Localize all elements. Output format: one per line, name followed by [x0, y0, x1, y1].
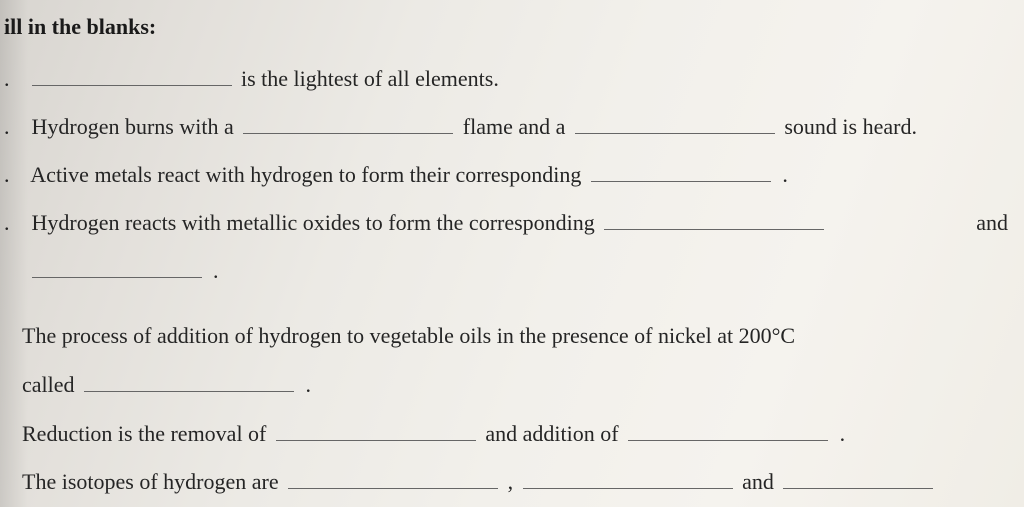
bullet: .: [4, 158, 26, 192]
question-7: The isotopes of hydrogen are , and: [0, 465, 1006, 499]
question-6: Reduction is the removal of and addition…: [0, 417, 1006, 451]
text: and addition of: [485, 421, 618, 446]
blank[interactable]: [243, 113, 453, 134]
question-4-cont: .: [0, 254, 1006, 288]
bullet: .: [4, 110, 26, 144]
period: .: [840, 421, 846, 446]
text: The process of addition of hydrogen to v…: [22, 323, 795, 348]
text: The isotopes of hydrogen are: [22, 469, 279, 494]
question-3: . Active metals react with hydrogen to f…: [0, 158, 1006, 192]
blank[interactable]: [604, 209, 824, 230]
text: flame and a: [463, 114, 566, 139]
question-4: . Hydrogen reacts with metallic oxides t…: [0, 206, 1006, 240]
blank[interactable]: [591, 161, 771, 182]
blank[interactable]: [32, 257, 202, 278]
text: is the lightest of all elements.: [241, 66, 499, 91]
bullet: .: [4, 62, 26, 96]
blank[interactable]: [783, 468, 933, 489]
question-5: The process of addition of hydrogen to v…: [0, 314, 1006, 358]
question-1: . is the lightest of all elements.: [0, 62, 1006, 96]
text: Reduction is the removal of: [22, 421, 266, 446]
period: .: [306, 372, 312, 397]
text: called: [22, 372, 75, 397]
comma: ,: [508, 469, 514, 494]
blank[interactable]: [628, 420, 828, 441]
section-heading: ill in the blanks:: [0, 14, 1006, 40]
question-2: . Hydrogen burns with a flame and a soun…: [0, 110, 1006, 144]
text: Hydrogen burns with a: [32, 114, 234, 139]
text: sound is heard.: [784, 114, 917, 139]
blank[interactable]: [288, 468, 498, 489]
text: Active metals react with hydrogen to for…: [30, 162, 581, 187]
period: .: [213, 258, 219, 283]
period: .: [782, 162, 788, 187]
text: and: [742, 469, 774, 494]
bullet: .: [4, 206, 26, 240]
text: Hydrogen reacts with metallic oxides to …: [32, 210, 595, 235]
blank[interactable]: [276, 420, 476, 441]
blank[interactable]: [523, 468, 733, 489]
question-5b: called .: [0, 368, 1006, 402]
blank[interactable]: [84, 372, 294, 393]
worksheet-page: ill in the blanks: . is the lightest of …: [0, 0, 1024, 507]
text-tail: and: [976, 206, 1008, 240]
blank[interactable]: [575, 113, 775, 134]
bullet-spacer: [4, 254, 26, 288]
blank[interactable]: [32, 65, 232, 86]
